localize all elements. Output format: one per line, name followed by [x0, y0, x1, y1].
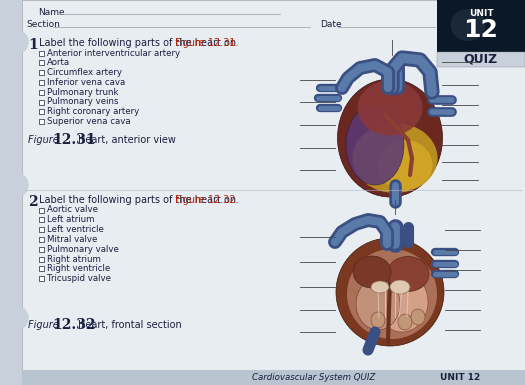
- Text: Name: Name: [38, 8, 65, 17]
- Text: Pulmonary veins: Pulmonary veins: [47, 97, 119, 107]
- Bar: [39, 119, 44, 124]
- Text: Aorta: Aorta: [47, 58, 70, 67]
- Ellipse shape: [346, 105, 404, 185]
- Text: Circumflex artery: Circumflex artery: [47, 68, 122, 77]
- Ellipse shape: [450, 9, 486, 41]
- Text: Tricuspid valve: Tricuspid valve: [47, 274, 111, 283]
- Text: 2: 2: [28, 195, 38, 209]
- Text: Right atrium: Right atrium: [47, 254, 101, 263]
- Text: Superior vena cava: Superior vena cava: [47, 117, 131, 126]
- Text: Date: Date: [320, 20, 342, 29]
- Bar: [22, 370, 525, 385]
- Bar: [39, 90, 44, 95]
- Text: Anterior interventricular artery: Anterior interventricular artery: [47, 49, 180, 57]
- Text: Left ventricle: Left ventricle: [47, 225, 104, 234]
- Ellipse shape: [398, 314, 412, 330]
- Text: Figure: Figure: [28, 320, 62, 330]
- Text: 12: 12: [464, 18, 498, 42]
- Ellipse shape: [411, 309, 425, 325]
- Ellipse shape: [347, 249, 437, 339]
- Bar: [39, 276, 44, 281]
- Ellipse shape: [376, 272, 428, 332]
- Text: Figure: Figure: [28, 135, 62, 145]
- Bar: [39, 208, 44, 213]
- Text: Pulmonary valve: Pulmonary valve: [47, 245, 119, 254]
- Text: Right coronary artery: Right coronary artery: [47, 107, 139, 116]
- Bar: [39, 227, 44, 232]
- Ellipse shape: [387, 256, 429, 291]
- Ellipse shape: [352, 123, 437, 193]
- Text: UNIT: UNIT: [469, 9, 493, 18]
- Text: Left atrium: Left atrium: [47, 215, 94, 224]
- Text: Pulmonary trunk: Pulmonary trunk: [47, 88, 119, 97]
- Bar: [39, 70, 44, 75]
- Text: Figure 12.32.: Figure 12.32.: [175, 195, 239, 205]
- Text: Heart, frontal section: Heart, frontal section: [78, 320, 182, 330]
- Text: Cardiovascular System QUIZ: Cardiovascular System QUIZ: [252, 373, 375, 382]
- Text: 1: 1: [28, 38, 38, 52]
- Bar: [39, 80, 44, 85]
- Text: UNIT 12: UNIT 12: [440, 373, 480, 382]
- Ellipse shape: [371, 281, 389, 293]
- Text: Label the following parts of the heart on: Label the following parts of the heart o…: [39, 38, 239, 48]
- Bar: [39, 217, 44, 222]
- Ellipse shape: [390, 280, 410, 294]
- Text: Aortic valve: Aortic valve: [47, 206, 98, 214]
- Ellipse shape: [356, 278, 400, 330]
- Ellipse shape: [312, 57, 488, 213]
- Text: 12.32: 12.32: [52, 318, 96, 332]
- Bar: [39, 247, 44, 252]
- Bar: [39, 109, 44, 114]
- Bar: [39, 237, 44, 242]
- Bar: [39, 99, 44, 104]
- Ellipse shape: [353, 256, 391, 288]
- Text: Mitral valve: Mitral valve: [47, 235, 97, 244]
- Ellipse shape: [336, 238, 444, 346]
- Bar: [437, 0, 525, 52]
- Ellipse shape: [371, 312, 385, 328]
- Text: Section: Section: [26, 20, 60, 29]
- Ellipse shape: [338, 79, 443, 197]
- Text: QUIZ: QUIZ: [464, 53, 498, 66]
- Circle shape: [4, 30, 28, 54]
- Text: Figure 12.31.: Figure 12.31.: [175, 38, 238, 48]
- Ellipse shape: [310, 209, 486, 365]
- Text: Right ventricle: Right ventricle: [47, 264, 110, 273]
- Bar: [39, 60, 44, 65]
- Ellipse shape: [358, 80, 423, 136]
- Text: Heart, anterior view: Heart, anterior view: [78, 135, 176, 145]
- Text: Inferior vena cava: Inferior vena cava: [47, 78, 125, 87]
- Text: Label the following parts of the heart on: Label the following parts of the heart o…: [39, 195, 239, 205]
- Circle shape: [4, 306, 28, 330]
- Bar: [39, 50, 44, 55]
- Bar: [437, 52, 525, 67]
- Text: 12.31: 12.31: [52, 133, 96, 147]
- Bar: [39, 256, 44, 261]
- Circle shape: [4, 173, 28, 197]
- Bar: [39, 266, 44, 271]
- Ellipse shape: [377, 140, 433, 190]
